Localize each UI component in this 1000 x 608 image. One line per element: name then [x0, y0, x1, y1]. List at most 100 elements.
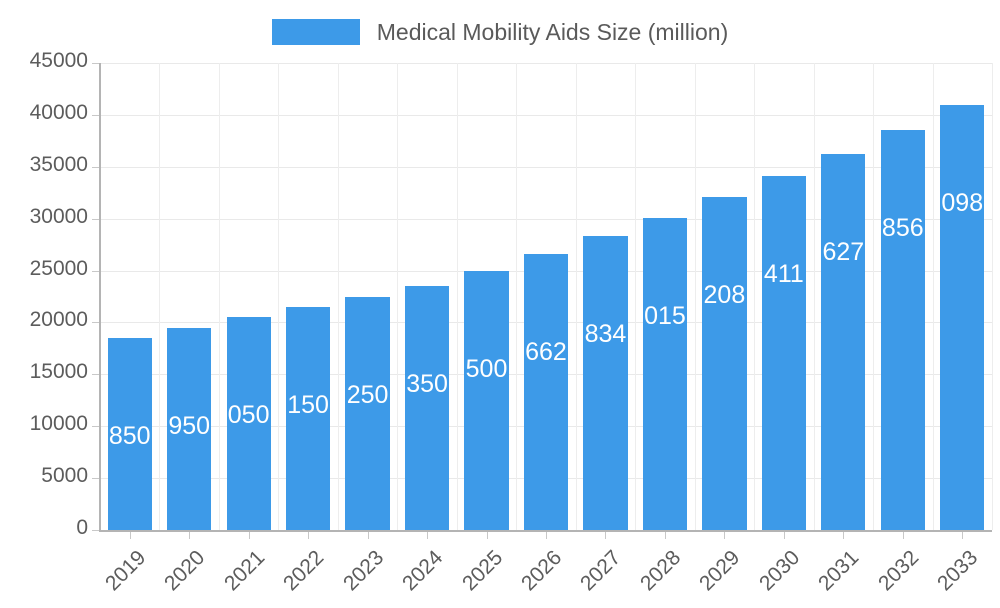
y-tick-mark: [92, 270, 100, 272]
x-gridline: [159, 63, 161, 530]
bar-value-label: 098: [941, 188, 984, 217]
bar-value-label: 050: [227, 401, 270, 430]
x-gridline: [456, 63, 458, 530]
x-axis-tick-label: 2023: [338, 546, 388, 596]
x-gridline: [992, 63, 993, 530]
y-axis-tick-label: 10000: [29, 412, 88, 436]
x-tick-mark: [308, 530, 310, 539]
bar[interactable]: 350: [404, 286, 450, 530]
x-gridline: [754, 63, 756, 530]
bar-value-label: 856: [881, 213, 924, 242]
x-gridline: [516, 63, 518, 530]
x-tick-mark: [605, 530, 607, 539]
x-tick-mark: [902, 530, 904, 539]
x-gridline: [813, 63, 815, 530]
x-axis-tick-label: 2024: [398, 546, 448, 596]
x-tick-mark: [367, 530, 369, 539]
x-tick-mark: [129, 530, 131, 539]
x-gridline: [873, 63, 875, 530]
x-gridline: [694, 63, 696, 530]
y-axis-tick-label: 20000: [29, 308, 88, 332]
bar[interactable]: 950: [167, 327, 212, 530]
x-tick-mark: [724, 530, 726, 539]
bar-value-label: 627: [822, 237, 865, 266]
bar-value-label: 350: [406, 370, 448, 399]
x-tick-mark: [427, 530, 429, 539]
bar[interactable]: 250: [345, 296, 390, 530]
y-gridline: [100, 114, 992, 116]
bar[interactable]: 662: [523, 253, 569, 530]
bar[interactable]: 856: [880, 129, 925, 530]
y-tick-mark: [92, 114, 100, 116]
bar[interactable]: 834: [583, 236, 628, 530]
bar[interactable]: 150: [285, 306, 331, 530]
bar-value-label: 834: [584, 320, 627, 349]
y-axis-tick-label: 15000: [29, 360, 88, 384]
x-axis-tick-label: 2031: [814, 546, 864, 596]
y-axis-tick-label: 35000: [29, 152, 88, 176]
y-gridline: [100, 166, 992, 168]
bar-value-label: 950: [168, 411, 211, 440]
bar-value-label: 500: [465, 354, 508, 383]
y-gridline: [100, 63, 992, 64]
x-tick-mark: [486, 530, 488, 539]
bar-value-label: 250: [346, 380, 389, 409]
x-axis-tick-label: 2033: [933, 546, 983, 596]
y-tick-mark: [92, 478, 100, 480]
x-tick-mark: [189, 530, 191, 539]
bar-value-label: 208: [703, 281, 746, 310]
x-tick-mark: [783, 530, 785, 539]
y-tick-mark: [92, 374, 100, 376]
x-tick-mark: [248, 530, 250, 539]
bar[interactable]: 050: [226, 317, 271, 530]
x-gridline: [218, 63, 220, 530]
x-axis-tick-label: 2025: [457, 546, 507, 596]
x-tick-mark: [546, 530, 547, 539]
y-gridline: [100, 218, 992, 220]
x-gridline: [932, 63, 934, 530]
legend-item-medical-mobility-aids-size[interactable]: Medical Mobility Aids Size (million): [271, 18, 729, 46]
x-axis-tick-label: 2019: [100, 546, 150, 596]
y-axis-line: [99, 63, 101, 531]
bar[interactable]: 850: [107, 338, 152, 530]
x-tick-mark: [843, 530, 845, 539]
bar-value-label: 662: [525, 337, 567, 366]
chart-legend: Medical Mobility Aids Size (million): [0, 12, 1000, 52]
legend-item-label: Medical Mobility Aids Size (million): [376, 18, 729, 45]
x-axis-tick-label: 2021: [219, 546, 269, 596]
y-axis-tick-label: 45000: [29, 49, 88, 72]
x-axis-tick-label: 2029: [695, 546, 745, 596]
bar-value-label: 411: [763, 260, 804, 289]
bar[interactable]: 627: [821, 153, 866, 530]
x-axis-tick-label: 2022: [279, 546, 329, 596]
x-gridline: [337, 63, 339, 530]
y-tick-mark: [92, 63, 100, 64]
x-axis-tick-label: 2020: [160, 546, 210, 596]
y-axis-tick-label: 5000: [41, 464, 88, 488]
bar-value-label: 850: [108, 422, 151, 450]
bar[interactable]: 015: [642, 217, 688, 530]
bar[interactable]: 500: [464, 270, 509, 530]
x-axis-tick-label: 2030: [754, 546, 805, 596]
x-axis-tick-label: 2027: [576, 546, 626, 596]
y-axis-tick-label: 40000: [29, 100, 88, 124]
bar[interactable]: 411: [761, 176, 806, 530]
y-tick-mark: [92, 530, 100, 531]
bar-value-label: 150: [287, 390, 329, 419]
x-gridline: [635, 63, 637, 530]
x-tick-mark: [962, 530, 964, 539]
legend-swatch-icon: [271, 19, 360, 45]
x-axis-tick-label: 2032: [873, 546, 924, 596]
bar[interactable]: 208: [702, 197, 747, 530]
y-tick-mark: [92, 322, 100, 324]
y-tick-mark: [92, 218, 100, 220]
bar-value-label: 015: [644, 301, 686, 330]
x-gridline: [575, 63, 577, 530]
x-axis-line: [99, 530, 992, 532]
x-axis-tick-label: 2028: [635, 546, 686, 596]
y-tick-mark: [92, 166, 100, 168]
bar[interactable]: 098: [940, 104, 985, 530]
y-tick-mark: [92, 426, 100, 428]
x-axis-tick-label: 2026: [516, 546, 567, 596]
